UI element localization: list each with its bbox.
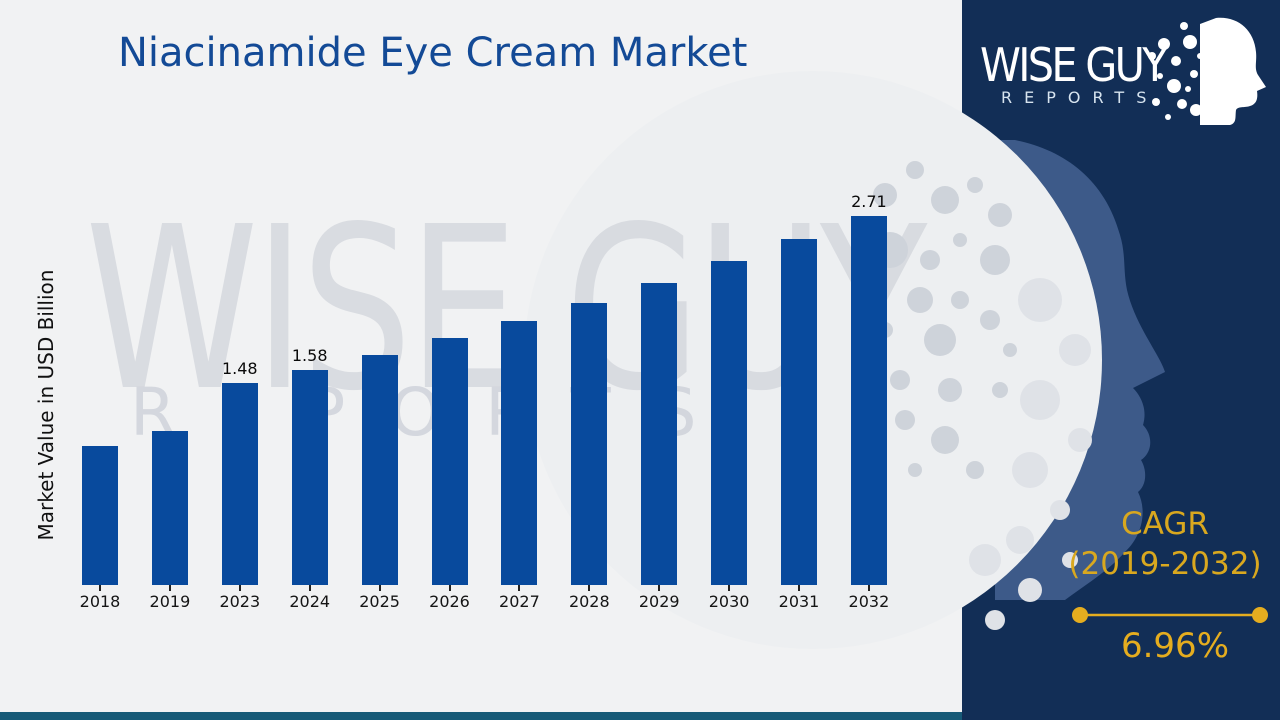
decorative-dot — [907, 287, 933, 313]
bar-2031 — [781, 239, 817, 585]
decorative-dot — [980, 310, 1000, 330]
decorative-dot — [920, 250, 940, 270]
x-tick-label-2031: 2031 — [778, 592, 820, 611]
data-label-2023: 1.48 — [221, 359, 258, 378]
cagr-heading: CAGR — [1121, 506, 1209, 542]
decorative-dot — [969, 544, 1001, 576]
decorative-dot — [931, 426, 959, 454]
x-axis-tick — [99, 585, 101, 591]
decorative-dot — [895, 410, 915, 430]
decorative-dot — [985, 610, 1005, 630]
decorative-dot — [967, 177, 983, 193]
x-axis-tick — [588, 585, 591, 591]
decorative-dot — [924, 324, 956, 356]
bar-2024 — [291, 370, 328, 585]
decorative-dot — [906, 161, 924, 179]
logo-face-icon — [1138, 14, 1268, 126]
bar-2027 — [501, 321, 538, 585]
bar-2025 — [361, 355, 398, 585]
x-axis-tick — [308, 585, 311, 591]
decorative-dot — [873, 183, 897, 207]
bar-2029 — [641, 283, 678, 585]
decorative-dot — [1012, 452, 1048, 488]
x-tick-label-2030: 2030 — [708, 592, 750, 611]
y-axis-label: Market Value in USD Billion — [34, 269, 58, 541]
bar-2032 — [850, 216, 887, 585]
bar-2019 — [151, 431, 188, 585]
cagr-range: (2019-2032) — [1068, 546, 1262, 582]
x-tick-label-2029: 2029 — [638, 592, 680, 611]
decorative-dot — [908, 463, 922, 477]
data-label-2032: 2.71 — [851, 192, 887, 211]
decorative-dot — [1068, 428, 1092, 452]
x-tick-label-2019: 2019 — [149, 592, 191, 611]
x-tick-label-2032: 2032 — [848, 592, 890, 611]
x-axis-tick — [518, 585, 521, 591]
data-label-2024: 1.58 — [291, 346, 328, 365]
logo-brand-text: WISE GUY — [980, 38, 1168, 92]
x-tick-label-2018: 2018 — [79, 592, 121, 611]
decorative-dot — [1006, 526, 1034, 554]
decorative-dot — [890, 370, 910, 390]
x-tick-label-2025: 2025 — [359, 592, 400, 611]
decorative-dot — [980, 245, 1010, 275]
x-tick-label-2026: 2026 — [429, 592, 470, 611]
decorative-dot — [1020, 380, 1060, 420]
cagr-value: 6.96% — [1120, 626, 1229, 666]
bar-2028 — [571, 303, 608, 585]
decorative-dot — [1018, 278, 1062, 322]
x-axis-tick — [238, 585, 241, 591]
x-tick-label-2027: 2027 — [499, 592, 540, 611]
decorative-dot — [938, 378, 962, 402]
decorative-dot — [1062, 552, 1078, 568]
bar-2030 — [711, 261, 748, 585]
decorative-dot — [953, 233, 967, 247]
x-axis-tick — [798, 585, 800, 591]
x-axis-tick — [867, 585, 870, 591]
bar-2018 — [82, 446, 118, 585]
page-title: Niacinamide Eye Cream Market — [118, 30, 748, 76]
decorative-dot — [951, 291, 969, 309]
decorative-dot — [966, 461, 984, 479]
logo-sub-text: REPORTS — [1001, 88, 1159, 107]
x-axis-tick — [448, 585, 451, 591]
x-axis-tick — [168, 585, 171, 591]
bottom-accent-strip — [0, 712, 962, 720]
decorative-dot — [1003, 343, 1017, 357]
decorative-dot — [988, 203, 1012, 227]
cagr-divider-line — [1070, 604, 1270, 626]
x-axis-tick — [378, 585, 381, 591]
x-tick-label-2023: 2023 — [219, 592, 261, 611]
x-axis-tick — [658, 585, 661, 591]
decorative-dot — [1059, 334, 1091, 366]
decorative-dot — [992, 382, 1008, 398]
x-tick-label-2024: 2024 — [289, 592, 331, 611]
bar-2026 — [431, 338, 468, 585]
x-tick-label-2028: 2028 — [568, 592, 610, 611]
x-axis-tick — [728, 585, 731, 591]
decorative-dot — [931, 186, 959, 214]
bar-2023 — [221, 383, 258, 585]
decorative-dot — [1050, 500, 1070, 520]
decorative-dot — [1018, 578, 1042, 602]
